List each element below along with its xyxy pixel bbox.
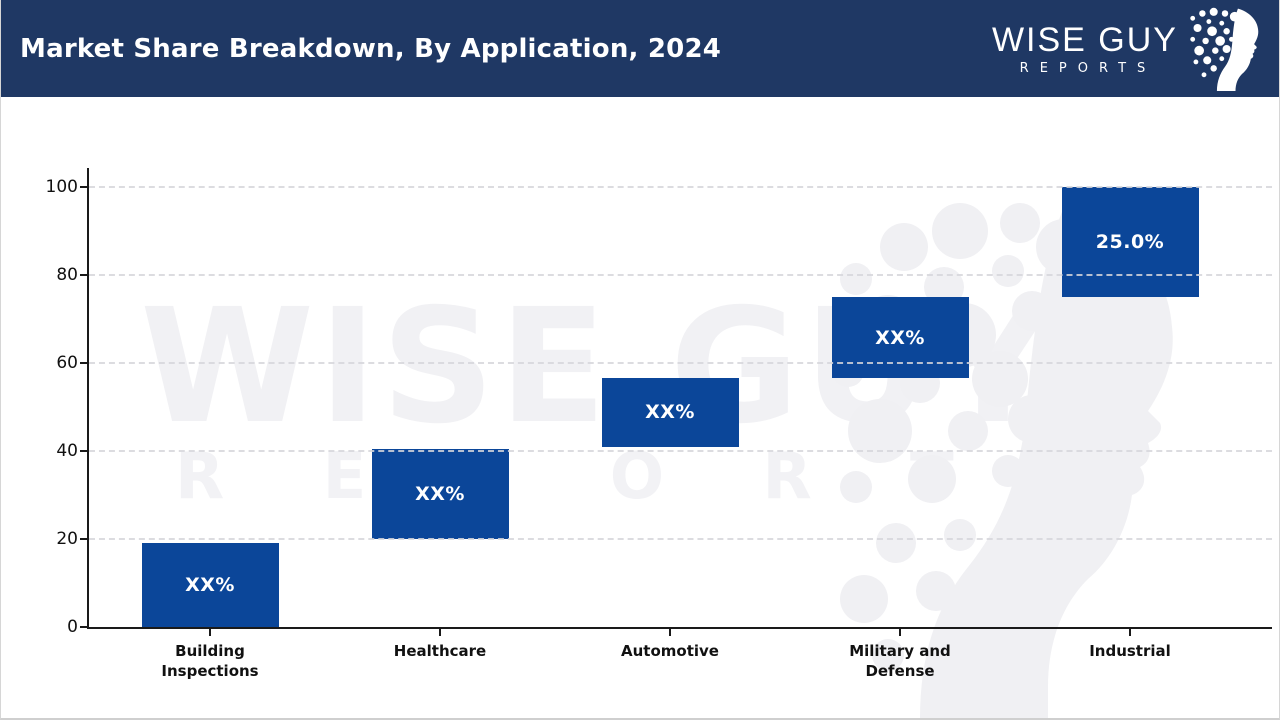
x-tick-mark [439,629,441,636]
bar-value-label: XX% [415,482,465,505]
y-tick-label: 0 [67,617,78,637]
y-axis-line [87,168,89,629]
y-tick-label: 20 [56,529,78,549]
bar-value-label: XX% [185,574,235,597]
x-category-label: Healthcare [393,642,487,660]
x-tick-mark [209,629,211,636]
y-tick-mark [80,362,87,364]
chart-title: Market Share Breakdown, By Application, … [20,33,722,64]
y-tick-mark [80,626,87,628]
y-tick-label: 40 [56,441,78,461]
gridline-100 [89,186,1272,188]
x-axis-line [87,627,1272,629]
bar-healthcare: XX% [371,448,509,539]
x-tick-mark [899,629,901,636]
brand-head-dots-icon [1190,7,1259,91]
gridline-40 [89,450,1272,452]
gridline-20 [89,538,1272,540]
y-tick-label: 60 [56,353,78,373]
bar-automotive: XX% [601,378,739,447]
x-category-label: Building Inspections [161,642,259,681]
bar-value-label: 25.0% [1095,231,1165,253]
x-tick-mark [1129,629,1131,636]
y-tick-mark [80,274,87,276]
bar-value-label: XX% [875,326,925,349]
y-tick-mark [80,186,87,188]
y-tick-mark [80,450,87,452]
header-bar: Market Share Breakdown, By Application, … [0,0,1280,97]
bar-value-label: XX% [645,401,695,424]
x-category-label: Industrial [1089,642,1171,660]
gridline-60 [89,362,1272,364]
y-tick-mark [80,538,87,540]
x-category-label: Military and Defense [849,642,951,681]
bar-military-and-defense: XX% [831,297,969,379]
brand-name: WISE GUY [991,20,1178,59]
y-tick-label: 100 [45,177,78,197]
bar-industrial: 25.0% [1061,187,1199,297]
y-tick-label: 80 [56,265,78,285]
gridline-80 [89,274,1272,276]
bar-building-inspections: XX% [141,543,279,627]
x-tick-mark [669,629,671,636]
brand-subname: REPORTS [1019,60,1157,76]
x-category-label: Automotive [621,642,719,660]
brand-logo: WISE GUY REPORTS [992,7,1280,91]
